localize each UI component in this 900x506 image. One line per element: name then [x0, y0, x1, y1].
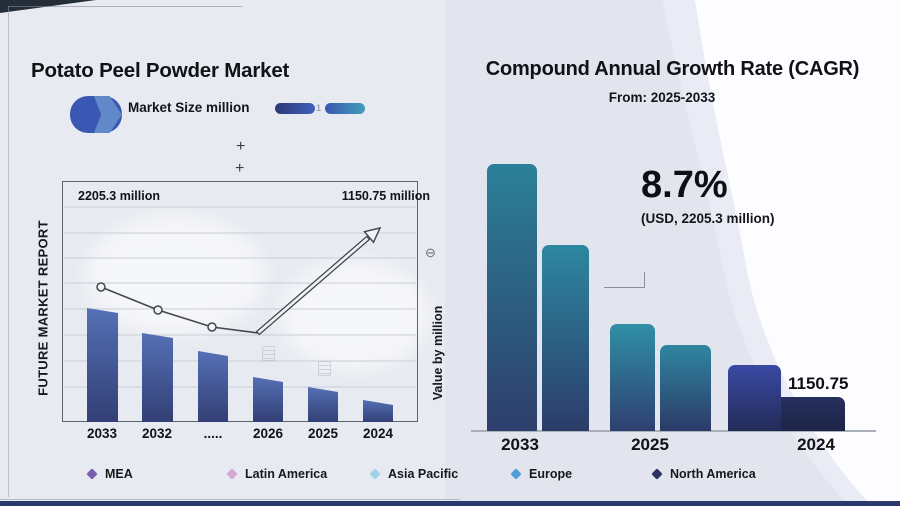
chart-value-left: 2205.3 million	[78, 189, 160, 203]
legend-item-north-america: North America	[651, 466, 756, 482]
market-size-chart-frame	[62, 181, 418, 422]
cagr-bar-2033-1	[487, 164, 537, 431]
plus-decoration-1: +	[236, 138, 246, 155]
cagr-bar-2024-1	[728, 365, 781, 431]
circle-minus-icon: ⊖	[425, 245, 436, 260]
market-size-bar-2025	[308, 387, 338, 422]
x-tick-2024: 2024	[797, 435, 835, 454]
market-size-legend-label: Market Size million	[128, 100, 250, 115]
report-icon	[262, 346, 275, 361]
frame-line-horizontal	[8, 6, 242, 7]
market-size-bar-2026	[253, 377, 283, 422]
frame-line-vertical	[8, 6, 9, 497]
chart-gridlines	[64, 206, 416, 388]
chart-background-blob	[280, 260, 430, 370]
cylinder-icon	[70, 96, 122, 133]
market-size-bar-2032	[142, 333, 173, 422]
trend-line	[100, 286, 259, 334]
legend-dot-north-america	[651, 468, 663, 480]
x-tick-2025: 2025	[307, 426, 339, 441]
arrow-shaft	[255, 235, 371, 336]
trend-marker	[96, 282, 106, 292]
x-tick-2033: 2033	[501, 435, 539, 454]
x-tick-ellipsis: .....	[203, 426, 223, 441]
report-icon	[318, 361, 331, 376]
trend-line-and-arrow	[96, 226, 382, 336]
x-tick-2024: 2024	[362, 426, 394, 441]
trend-marker	[207, 322, 217, 332]
gradient-pill-icon-2	[325, 103, 365, 114]
legend-dot-europe	[510, 468, 522, 480]
cagr-title: Compound Annual Growth Rate (CAGR)	[485, 58, 860, 80]
x-tick-2032: 2032	[141, 426, 173, 441]
cagr-bar-2025-1	[610, 324, 655, 431]
legend-item-europe: Europe	[510, 466, 572, 482]
x-tick-2025: 2025	[631, 435, 669, 454]
legend-item-mea: MEA	[86, 466, 133, 482]
page-title: Potato Peel Powder Market	[31, 59, 290, 82]
legend-dot-latin-america	[226, 468, 238, 480]
cagr-bar-2033-2	[542, 245, 589, 431]
cagr-bar-2024-2	[781, 397, 845, 431]
x-tick-2033: 2033	[86, 426, 118, 441]
bottom-accent-strip	[0, 501, 900, 506]
plus-decoration-2: +	[235, 160, 245, 177]
cagr-value: 8.7%	[641, 164, 728, 206]
light-wedge	[662, 0, 872, 506]
pill-separator: 1	[316, 103, 322, 113]
value-callout: 1150.75	[788, 374, 849, 393]
bottom-divider-line	[0, 499, 460, 500]
white-band	[695, 0, 900, 506]
cagr-subtitle: From: 2025-2033	[608, 90, 716, 105]
x-axis-line	[471, 430, 876, 432]
cagr-note: (USD, 2205.3 million)	[641, 211, 775, 226]
cagr-bar-2025-2	[660, 345, 711, 431]
trend-marker	[153, 305, 163, 315]
x-tick-2026: 2026	[252, 426, 284, 441]
chart-value-right: 1150.75 million	[341, 189, 430, 203]
legend-dot-asia-pacific	[369, 468, 381, 480]
market-size-bar-.....	[198, 351, 228, 422]
market-size-bar-2033	[87, 308, 118, 422]
arrow-head-icon	[363, 226, 382, 244]
legend-item-asia-pacific: Asia Pacific	[369, 466, 458, 482]
legend-item-latin-america: Latin America	[226, 466, 327, 482]
gradient-pill-icon-1	[275, 103, 315, 114]
legend-dot-mea	[86, 468, 98, 480]
market-size-bar-2024	[363, 400, 393, 422]
step-annotation-line	[604, 272, 645, 288]
